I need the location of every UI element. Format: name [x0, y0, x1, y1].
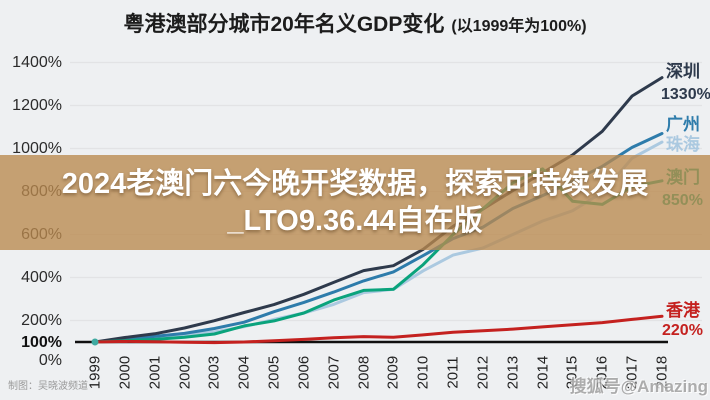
series-start-dot — [91, 338, 99, 346]
spam-overlay-banner: 2024老澳门六今晚开奖数据，探索可持续发展 _LTO9.36.44自在版 — [0, 155, 710, 250]
page-title: 粤港澳部分城市20年名义GDP变化 (以1999年为100%) — [0, 8, 710, 38]
x-axis-tick-2009: 2009 — [384, 355, 402, 390]
banner-text-line1: 2024老澳门六今晚开奖数据，探索可持续发展 — [61, 167, 649, 200]
x-axis-tick-2000: 2000 — [116, 355, 134, 390]
x-axis-tick-2001: 2001 — [146, 355, 164, 390]
x-axis-tick-2008: 2008 — [355, 355, 373, 390]
series-label-深圳: 深圳 — [666, 62, 700, 81]
x-axis-tick-2014: 2014 — [534, 355, 552, 390]
x-axis-tick-2011: 2011 — [444, 356, 462, 389]
x-axis-tick-2002: 2002 — [176, 355, 194, 390]
y-axis-tick-200: 200% — [21, 312, 62, 329]
x-axis-tick-2005: 2005 — [265, 355, 283, 390]
y-axis-tick-1400: 1400% — [12, 54, 62, 71]
chart-title: 粤港澳部分城市20年名义GDP变化 — [123, 13, 445, 36]
x-axis-tick-1999: 1999 — [86, 355, 104, 390]
series-label-珠海: 珠海 — [666, 135, 700, 154]
chart-subtitle: (以1999年为100%) — [451, 18, 587, 35]
sohu-watermark: 搜狐号@Amazing — [569, 377, 708, 396]
y-axis-tick-1000: 1000% — [12, 140, 62, 157]
y-axis-tick-1200: 1200% — [12, 97, 62, 114]
x-axis-tick-2004: 2004 — [235, 355, 253, 390]
x-axis-tick-2003: 2003 — [205, 355, 223, 390]
chart-credit: 制图：吴晓波频道 — [8, 381, 88, 392]
series-label-广州: 广州 — [666, 115, 700, 134]
y-axis-tick-400: 400% — [21, 269, 62, 286]
x-axis-tick-2012: 2012 — [474, 355, 492, 390]
series-line-香港 — [93, 314, 664, 345]
y-axis-tick-100: 100% — [21, 333, 62, 351]
x-axis-tick-2006: 2006 — [295, 355, 313, 390]
series-end-value-深圳: 1330% — [661, 86, 710, 103]
banner-text-line2: _LTO9.36.44自在版 — [227, 204, 483, 237]
x-axis-tick-2010: 2010 — [414, 355, 432, 390]
series-end-value-香港: 220% — [662, 322, 703, 339]
y-axis-tick-0: 0% — [38, 352, 62, 369]
series-label-香港: 香港 — [666, 301, 700, 320]
x-axis-tick-2013: 2013 — [504, 355, 522, 390]
x-axis-tick-2007: 2007 — [325, 355, 343, 390]
